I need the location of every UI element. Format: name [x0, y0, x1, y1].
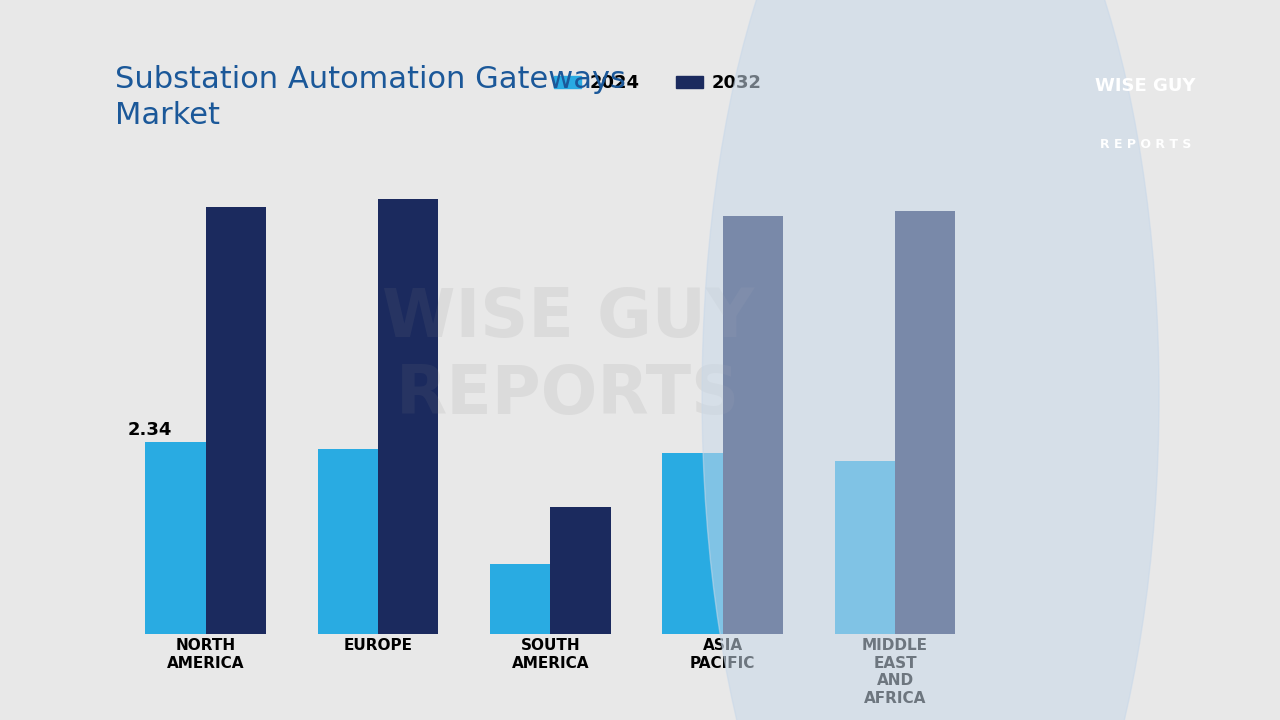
Bar [895, 212, 955, 634]
Bar [835, 462, 895, 634]
Text: R E P O R T S: R E P O R T S [1100, 138, 1192, 150]
Bar [317, 449, 378, 634]
Bar [550, 507, 611, 634]
Legend: 2024, 2032: 2024, 2032 [547, 67, 769, 99]
Bar [663, 454, 723, 634]
Text: WISE GUY: WISE GUY [1096, 77, 1196, 95]
Bar [378, 199, 438, 634]
Circle shape [703, 0, 1160, 720]
Text: Substation Automation Gateways
Market: Substation Automation Gateways Market [115, 65, 626, 130]
Text: WISE GUY
REPORTS: WISE GUY REPORTS [383, 285, 754, 428]
Bar [146, 442, 206, 634]
Bar [723, 215, 783, 634]
Bar [206, 207, 266, 634]
Bar [490, 564, 550, 634]
Text: 2.34: 2.34 [128, 421, 172, 439]
